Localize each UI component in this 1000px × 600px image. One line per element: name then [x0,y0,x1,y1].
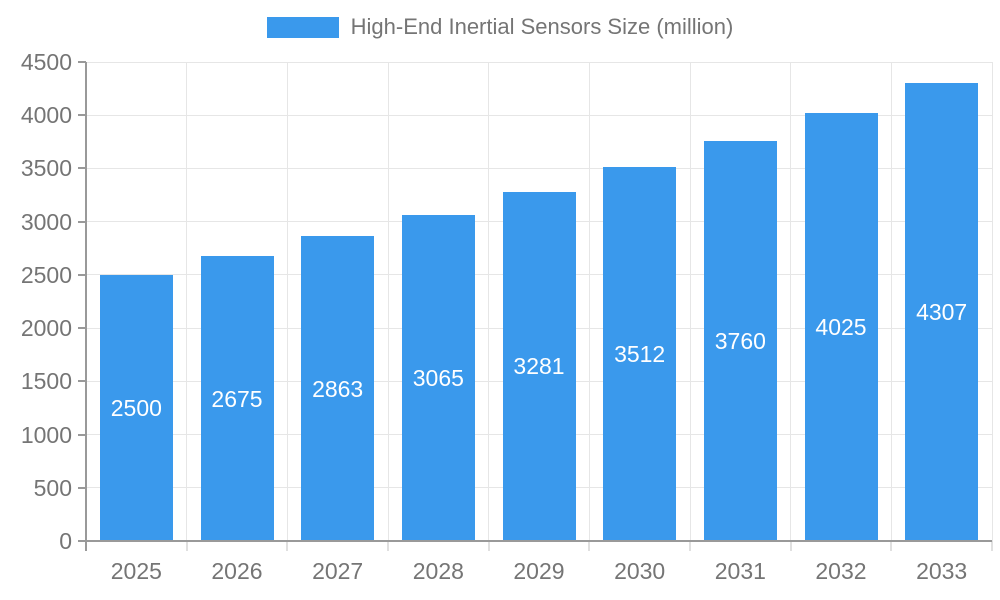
y-axis-tick-label: 0 [59,528,72,554]
x-axis-tick [789,541,792,551]
x-axis-tick [689,541,691,551]
x-axis-tick [286,541,289,551]
x-axis-category-label: 2026 [211,558,263,584]
y-axis-tick-label: 2500 [20,261,72,288]
y-axis-tick [78,486,86,489]
bar[interactable] [905,82,979,540]
bar[interactable] [603,167,677,540]
bar[interactable] [502,191,576,540]
y-axis-tick [78,433,86,436]
y-axis-tick [78,114,86,117]
bar-value-label: 2500 [110,394,162,421]
y-axis-tick [78,380,86,383]
y-axis-tick [78,327,86,330]
bar-value-label: 4025 [815,313,867,340]
legend-swatch-icon [266,16,339,38]
y-axis-tick [78,540,86,542]
x-gridline [991,62,993,541]
y-axis-tick-label: 2000 [20,315,72,342]
x-axis-category-label: 2028 [412,558,464,584]
y-axis-tick-label: 3500 [20,155,72,182]
x-gridline [689,62,691,541]
legend-label: High-End Inertial Sensors Size (million) [350,14,734,39]
bar[interactable] [200,256,274,540]
legend[interactable]: High-End Inertial Sensors Size (million) [0,14,1000,40]
x-gridline [890,62,892,541]
x-gridline [286,62,288,541]
bar[interactable] [301,236,375,540]
bar[interactable] [401,214,475,540]
y-axis-tick [78,273,86,276]
x-gridline [186,62,188,541]
x-axis-category-label: 2030 [614,558,666,584]
y-axis-tick [78,61,86,63]
y-axis-tick [78,220,86,223]
x-axis-tick [387,541,389,551]
y-gridline [86,61,992,63]
bar-value-label: 3065 [412,364,464,391]
x-axis-category-label: 2032 [815,558,867,584]
bar-value-label: 2863 [312,375,364,402]
x-axis-tick [890,541,893,551]
bar[interactable] [703,140,777,540]
x-gridline [488,62,490,541]
x-axis-category-label: 2027 [312,558,364,584]
y-gridline [86,114,992,116]
bar-value-label: 2675 [211,385,263,412]
y-axis-tick-label: 500 [33,474,72,501]
x-gridline [588,62,590,541]
x-gridline [387,62,389,541]
bar-value-label: 3760 [714,327,766,354]
y-axis-tick-label: 3000 [20,208,72,235]
y-gridline [86,167,992,169]
x-gridline [790,62,792,541]
x-axis-tick [991,541,993,551]
bar[interactable] [804,112,878,540]
x-axis-tick [487,541,490,551]
x-axis-tick [588,541,591,551]
bar-value-label: 3512 [614,341,666,368]
x-axis-category-label: 2029 [513,558,565,584]
x-axis-line [84,540,992,542]
x-axis-category-label: 2031 [714,558,766,584]
bar-value-label: 3281 [513,353,565,380]
y-axis-tick-label: 4500 [20,49,72,75]
x-axis-tick [185,541,188,551]
y-axis-tick-label: 1500 [20,368,72,395]
x-axis-category-label: 2025 [110,558,162,584]
x-axis-category-label: 2033 [916,558,968,584]
y-axis-tick-label: 4000 [20,102,72,129]
y-axis-tick-label: 1000 [20,421,72,448]
bar[interactable] [99,274,173,540]
y-axis-line [85,62,87,551]
y-axis-tick [78,167,86,170]
bar-value-label: 4307 [916,298,968,325]
